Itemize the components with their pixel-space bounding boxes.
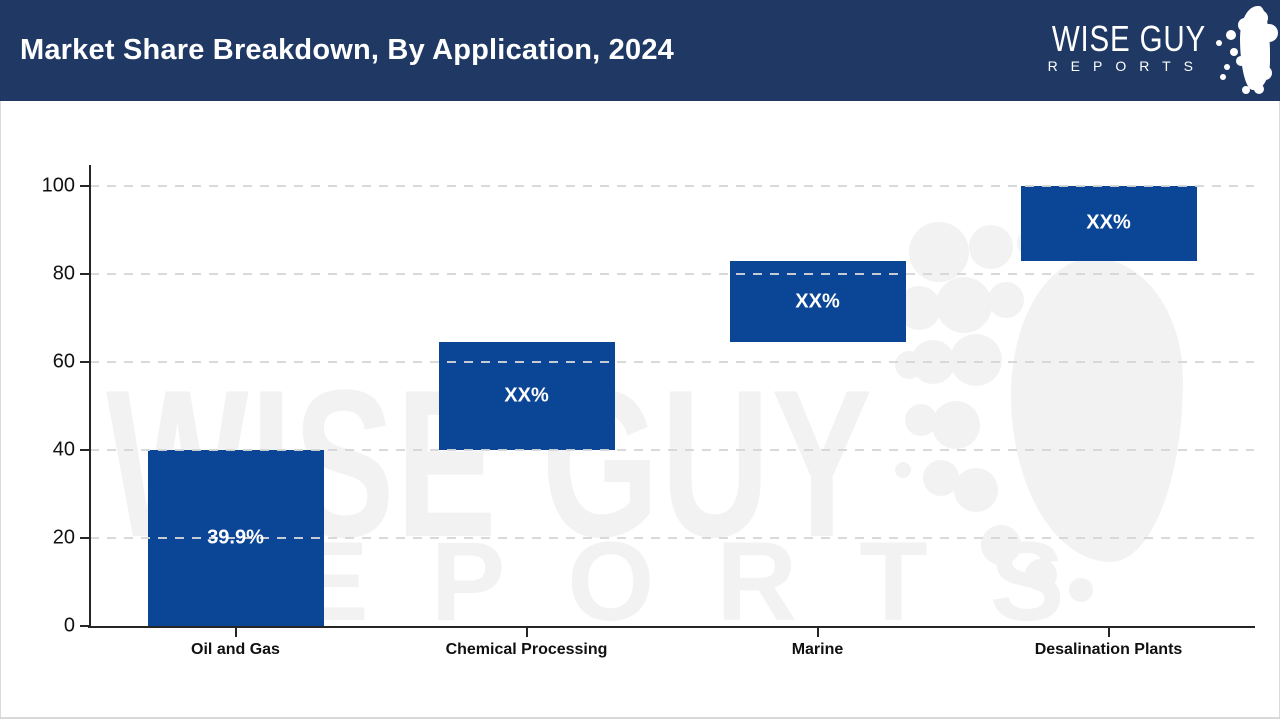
bar-value-label: XX% [504,384,549,407]
y-gridline [90,449,1254,451]
watermark-dot [936,277,992,333]
y-tick-mark [80,273,89,275]
logo-dot [1224,64,1230,70]
watermark-dot [932,401,980,449]
logo-dot [1254,84,1264,94]
watermark-face-icon [1011,258,1183,562]
x-tick-mark [234,628,237,637]
watermark-dot [950,334,1002,386]
x-tick-mark [816,628,819,637]
logo-dot [1252,10,1268,26]
header-bar: Market Share Breakdown, By Application, … [0,0,1280,101]
y-gridline [90,273,1254,275]
logo-dot [1226,30,1236,40]
watermark-dot [954,468,998,512]
watermark-dot [988,282,1024,318]
watermark-dot [1025,559,1057,591]
bar-value-label: 39.9% [207,526,264,549]
logo-dot [1250,52,1264,66]
watermark-dot [905,404,937,436]
y-tick-label: 40 [52,438,75,461]
x-tick-mark [525,628,528,637]
bar [1020,186,1197,261]
logo-dot [1236,56,1246,66]
bar-value-label: XX% [1086,211,1131,234]
logo-dot [1258,66,1272,80]
chart-area: WISE GUY REPORTS 39.9% XX% XX% XX% 0 20 40 60 80… [0,101,1280,719]
logo-dot [1260,24,1278,42]
wise-guy-logo: WISE GUY REPORTS [1002,0,1278,101]
logo-subtext: REPORTS [1047,58,1206,74]
y-tick-label: 80 [52,262,75,285]
logo-dot [1244,38,1256,50]
logo-dot [1246,70,1256,80]
watermark-dot [969,225,1013,269]
y-gridline [90,185,1254,187]
watermark-dot [1069,578,1093,602]
y-tick-label: 60 [52,350,75,373]
y-tick-mark [80,625,89,627]
bar-value-label: XX% [795,290,840,312]
x-category-label: Marine [791,641,844,658]
y-gridline [90,361,1254,363]
x-axis-line [88,626,1255,628]
y-tick-label: 0 [63,614,75,637]
y-gridline [90,537,1254,539]
y-tick-mark [80,449,89,451]
y-tick-mark [80,361,89,363]
y-axis-line [89,165,91,628]
watermark-dot [981,525,1021,565]
y-tick-mark [80,537,89,539]
logo-dot [1220,74,1226,80]
logo-dot [1238,18,1252,32]
watermark-dot [909,222,969,282]
bar [438,342,615,451]
x-tick-mark [1107,628,1110,637]
x-category-label: Desalination Plants [1034,641,1183,658]
watermark-dot [895,462,911,478]
watermark-dot [923,460,959,496]
x-category-label: Oil and Gas [191,641,280,658]
x-category-label: Chemical Processing [445,641,608,658]
y-tick-mark [80,185,89,187]
y-tick-label: 20 [52,526,75,549]
logo-dot [1230,48,1238,56]
chart-title: Market Share Breakdown, By Application, … [20,34,674,66]
logo-wordmark: WISE GUY [1051,18,1206,59]
logo-dot [1216,40,1222,46]
logo-dot [1242,86,1250,94]
y-tick-label: 100 [41,174,75,197]
